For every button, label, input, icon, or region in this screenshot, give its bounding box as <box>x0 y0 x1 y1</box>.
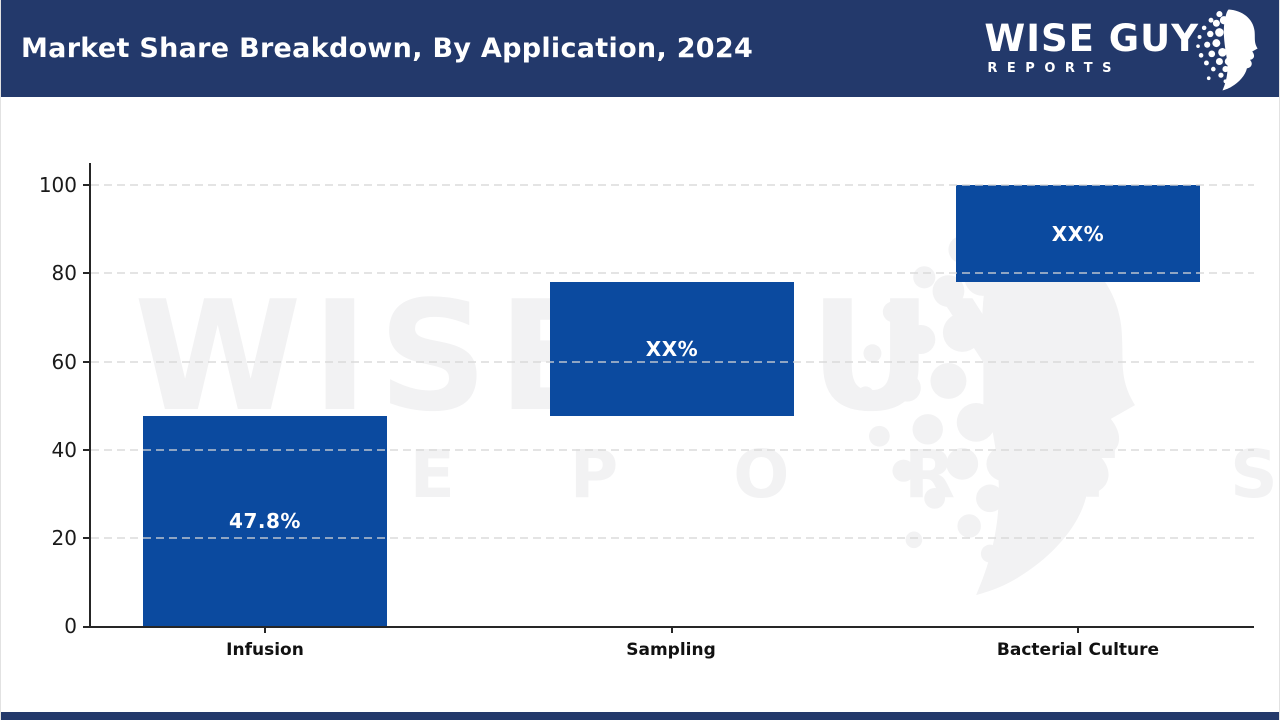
wiseguy-logo: WISE GUY REPORTS <box>984 10 1265 92</box>
chart-header: Market Share Breakdown, By Application, … <box>1 0 1279 97</box>
logo-subtitle: REPORTS <box>987 61 1122 76</box>
y-tick-label-40: 40 <box>51 438 77 462</box>
footer-bar <box>1 712 1279 720</box>
y-tick-mark-40 <box>83 449 89 451</box>
y-tick-mark-0 <box>83 626 89 628</box>
x-tick-mark-infusion <box>264 628 266 633</box>
y-tick-label-20: 20 <box>51 526 77 550</box>
x-category-label-infusion: Infusion <box>226 640 304 660</box>
y-tick-label-60: 60 <box>51 350 77 374</box>
y-tick-mark-100 <box>83 184 89 186</box>
y-tick-mark-80 <box>83 272 89 274</box>
bar-label-sampling: XX% <box>645 337 699 361</box>
bar-bacterial-culture: XX% <box>956 185 1200 282</box>
bar-infusion: 47.8% <box>143 416 387 626</box>
gridline-60 <box>91 361 1254 363</box>
bar-sampling: XX% <box>550 282 794 416</box>
gridline-80 <box>91 272 1254 274</box>
gridline-40 <box>91 449 1254 451</box>
x-axis-line <box>89 626 1254 628</box>
y-axis-line <box>89 163 91 628</box>
y-tick-label-100: 100 <box>38 173 77 197</box>
bar-label-bacterial-culture: XX% <box>1051 221 1105 246</box>
bar-label-infusion: 47.8% <box>229 509 301 533</box>
logo-wordmark: WISE GUY <box>984 17 1199 60</box>
y-tick-label-0: 0 <box>64 614 77 638</box>
logo-text: WISE GUY REPORTS <box>984 17 1199 77</box>
gridline-100 <box>91 184 1254 186</box>
y-tick-mark-60 <box>83 361 89 363</box>
x-tick-mark-sampling <box>671 628 673 633</box>
gridline-20 <box>91 537 1254 539</box>
y-tick-label-80: 80 <box>51 261 77 285</box>
x-category-label-sampling: Sampling <box>626 640 716 660</box>
x-tick-mark-bacterial-culture <box>1077 628 1079 633</box>
page-title: Market Share Breakdown, By Application, … <box>21 33 754 64</box>
logo-head-icon <box>1183 8 1265 92</box>
y-tick-mark-20 <box>83 537 89 539</box>
x-category-label-bacterial-culture: Bacterial Culture <box>996 640 1160 660</box>
